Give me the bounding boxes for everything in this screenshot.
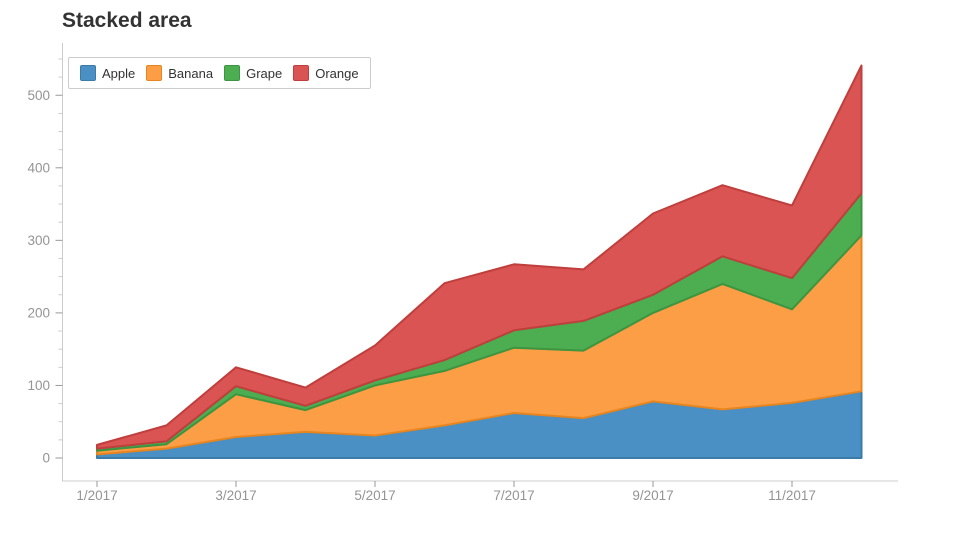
y-tick-label: 100	[27, 378, 50, 393]
y-tick-label: 200	[27, 305, 50, 320]
x-tick-label: 1/2017	[76, 488, 117, 503]
legend-item-apple[interactable]: Apple	[80, 65, 135, 81]
y-tick-label: 500	[27, 88, 50, 103]
y-tick-label: 300	[27, 233, 50, 248]
x-tick-label: 9/2017	[632, 488, 673, 503]
area-orange	[96, 64, 863, 450]
x-tick-label: 3/2017	[215, 488, 256, 503]
chart-legend: Apple Banana Grape Orange	[68, 57, 371, 89]
y-tick-label: 0	[42, 451, 50, 466]
y-tick-label: 400	[27, 160, 50, 175]
legend-label: Banana	[168, 65, 214, 81]
x-tick-label: 11/2017	[768, 488, 816, 503]
legend-swatch-grape	[224, 65, 241, 81]
legend-swatch-banana	[146, 65, 163, 81]
legend-item-orange[interactable]: Orange	[293, 65, 359, 81]
chart-title: Stacked area	[62, 9, 192, 32]
x-tick-label: 7/2017	[493, 488, 534, 503]
legend-item-grape[interactable]: Grape	[224, 65, 282, 81]
x-tick-label: 5/2017	[354, 488, 395, 503]
legend-item-banana[interactable]: Banana	[146, 65, 213, 81]
legend-swatch-apple	[80, 65, 96, 81]
legend-label: Grape	[246, 65, 283, 81]
legend-label: Orange	[315, 65, 359, 81]
legend-label: Apple	[102, 65, 136, 81]
legend-swatch-orange	[293, 65, 310, 81]
